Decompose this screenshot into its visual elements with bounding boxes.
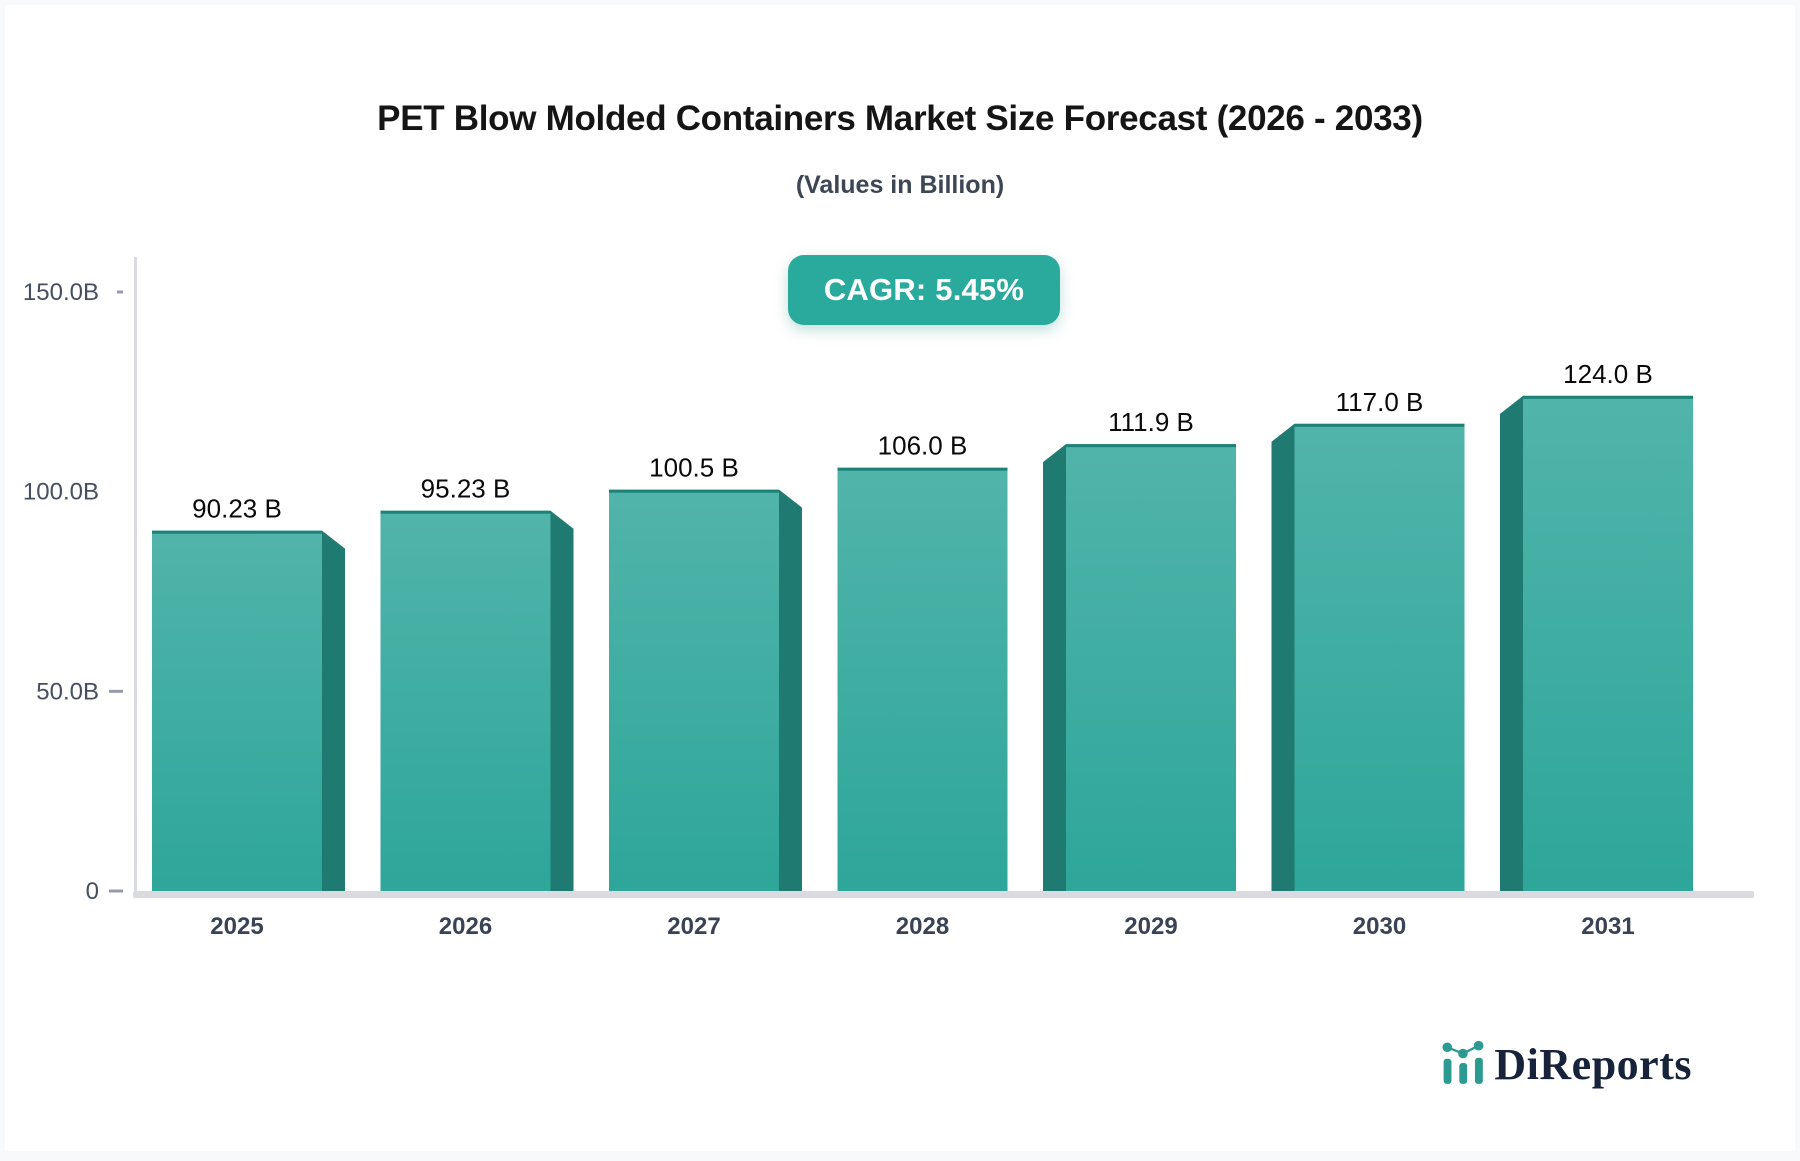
bar <box>380 510 551 891</box>
bar-top-edge <box>1066 444 1236 448</box>
y-axis-tick <box>109 889 123 893</box>
bar-group-2031: 124.0 B 2031 <box>1500 359 1693 940</box>
chart-card: PET Blow Molded Containers Market Size F… <box>5 5 1795 1151</box>
bar-side-face <box>779 489 802 891</box>
bar <box>152 530 322 891</box>
bar-top-edge <box>1294 423 1465 427</box>
logo-bar <box>1475 1057 1484 1084</box>
bar-side-face <box>550 510 574 891</box>
y-tick-label: 100.0B <box>23 479 99 506</box>
y-tick-label: 0 <box>86 878 99 905</box>
x-tick-label: 2027 <box>667 913 720 940</box>
x-tick-label: 2031 <box>1581 913 1634 940</box>
bar-group-2026: 95.23 B 2026 <box>380 474 574 940</box>
bar-value-label: 111.9 B <box>1108 407 1194 437</box>
x-tick-label: 2025 <box>210 913 263 940</box>
bar <box>837 467 1008 891</box>
bar-value-label: 95.23 B <box>421 474 511 504</box>
bar-top-edge <box>837 467 1008 471</box>
bar-top-edge <box>380 510 551 514</box>
bar <box>609 489 779 891</box>
bar-side-face <box>1271 423 1295 891</box>
bar-chart: 150.0B 100.0B 50.0B 0 90.23 B 2025 95.23 B 2026… <box>23 257 1754 940</box>
y-axis-line <box>134 257 137 898</box>
bar-top-edge <box>1523 395 1693 399</box>
brand-logo-text: DiReports <box>1494 1039 1692 1089</box>
cagr-badge-label: CAGR: 5.45% <box>823 272 1025 307</box>
mini-bar-chart-icon <box>1442 1041 1484 1084</box>
logo-bar <box>1444 1058 1452 1084</box>
bar-group-2025: 90.23 B 2025 <box>152 494 345 940</box>
bar-group-2029: 111.9 B 2029 <box>1043 407 1236 940</box>
y-tick-label: 50.0B <box>36 678 99 705</box>
y-tick-label: 150.0B <box>23 279 99 306</box>
bar-side-face <box>322 530 345 891</box>
bar-group-2028: 106.0 B 2028 <box>837 431 1008 940</box>
bar-value-label: 100.5 B <box>649 453 739 483</box>
bar-top-edge <box>609 489 779 493</box>
y-axis-tick <box>109 689 123 693</box>
chart-subtitle: (Values in Billion) <box>795 171 1005 199</box>
bar-side-face <box>1043 444 1066 891</box>
bar-value-label: 124.0 B <box>1563 359 1653 389</box>
bar-value-label: 106.0 B <box>878 431 968 461</box>
bar-top-edge <box>152 530 322 534</box>
logo-dot <box>1458 1048 1469 1059</box>
x-tick-label: 2026 <box>439 913 492 940</box>
x-axis-baseline <box>133 891 1754 898</box>
logo-bar <box>1459 1062 1468 1084</box>
x-tick-label: 2029 <box>1124 913 1177 940</box>
x-tick-label: 2028 <box>896 913 949 940</box>
bar-group-2030: 117.0 B 2030 <box>1271 387 1465 940</box>
chart-title: PET Blow Molded Containers Market Size F… <box>377 99 1423 138</box>
cagr-badge: CAGR: 5.45% <box>788 255 1060 325</box>
bar-group-2027: 100.5 B 2027 <box>609 453 802 940</box>
y-axis-tick <box>117 290 123 294</box>
logo-dot <box>1474 1041 1484 1051</box>
bar <box>1523 395 1693 891</box>
bar-value-label: 90.23 B <box>192 494 282 524</box>
bar <box>1294 423 1465 891</box>
bar <box>1066 444 1236 891</box>
brand-logo: DiReports <box>1441 1031 1692 1097</box>
x-tick-label: 2030 <box>1353 913 1406 940</box>
logo-dot <box>1442 1042 1453 1053</box>
bar-side-face <box>1500 395 1523 891</box>
bar-value-label: 117.0 B <box>1336 387 1424 417</box>
